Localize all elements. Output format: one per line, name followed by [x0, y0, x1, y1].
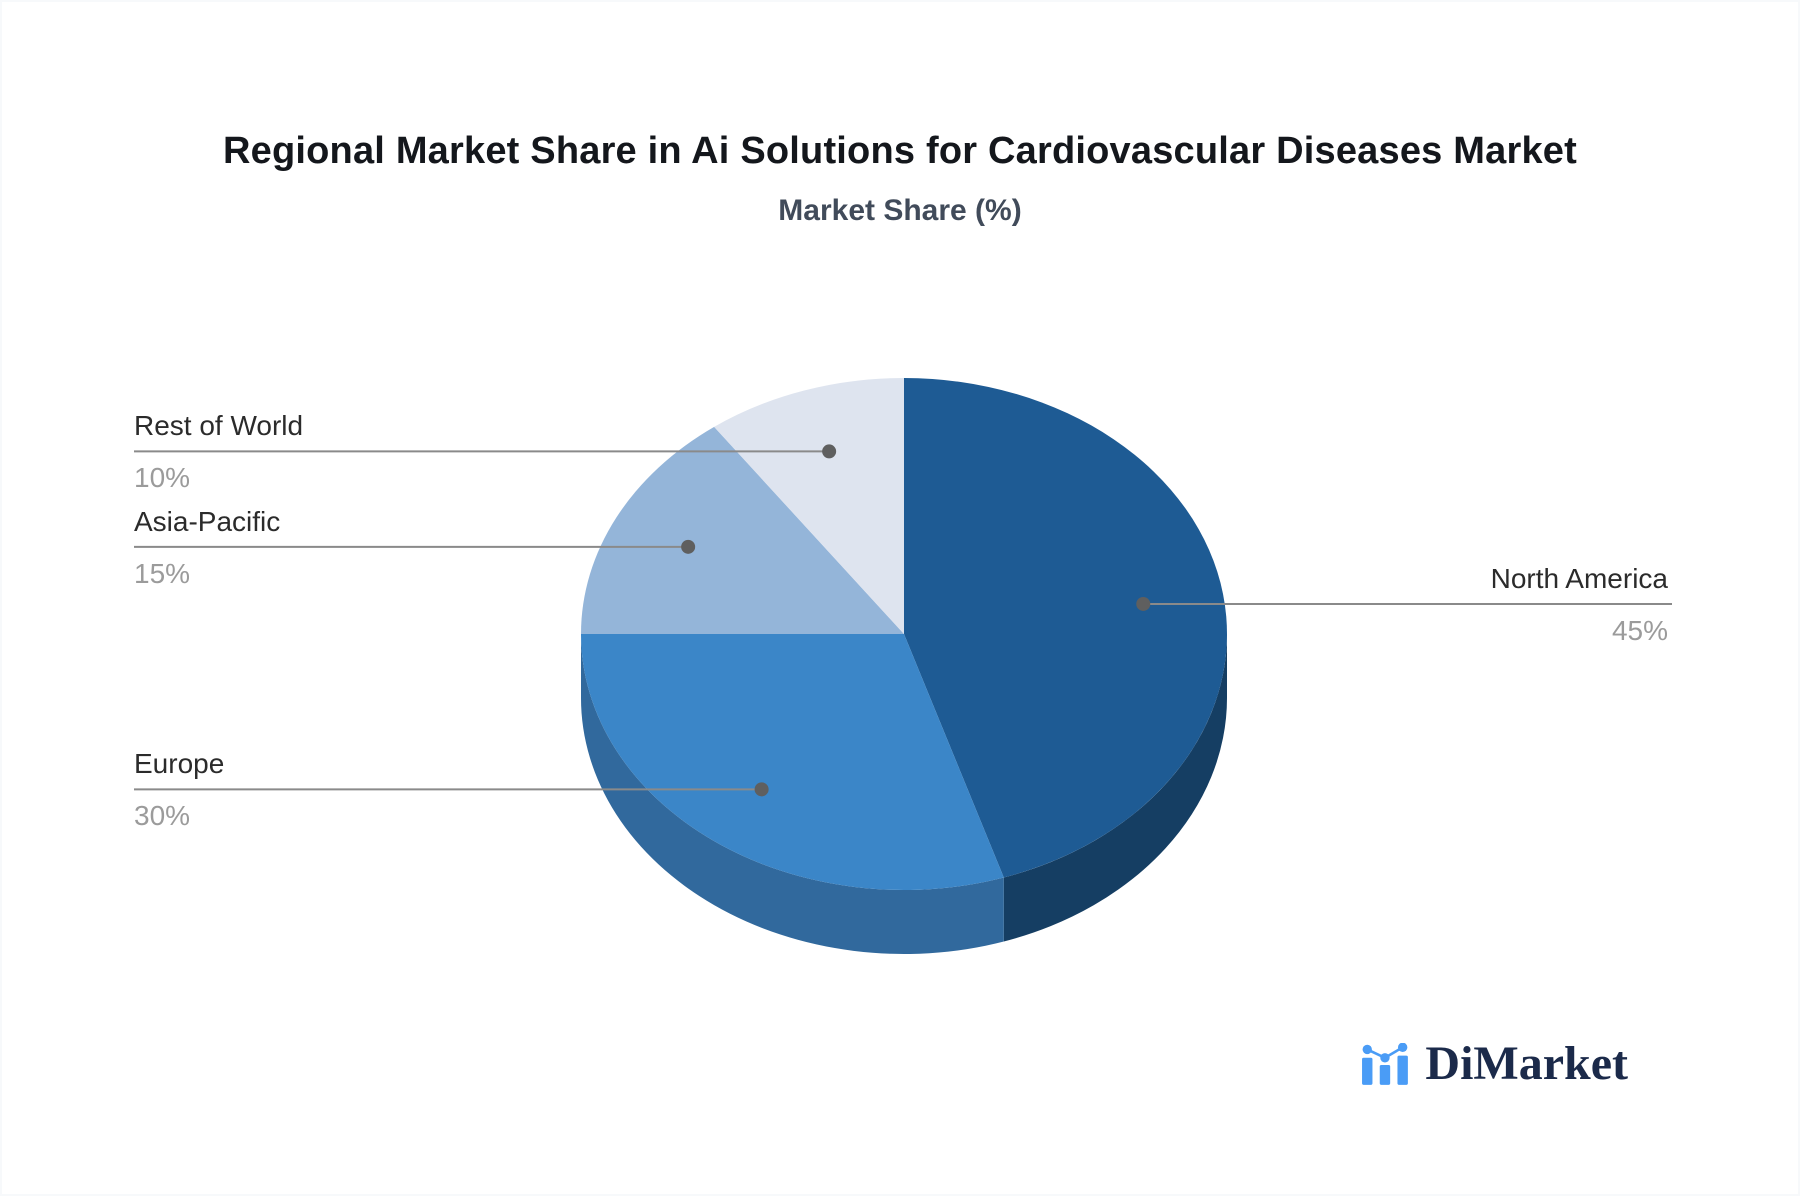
leader-dot [754, 782, 769, 797]
leader-dot [1136, 596, 1151, 611]
pie-slice-europe[interactable] [581, 634, 1004, 890]
slice-value: 30% [134, 800, 191, 832]
pie-slice-north-america[interactable] [904, 378, 1227, 878]
slice-value: 15% [134, 557, 191, 589]
slice-label: Europe [134, 748, 225, 780]
slice-label: Rest of World [134, 410, 304, 442]
slice-label: North America [1490, 562, 1668, 594]
leader-dot [681, 539, 696, 554]
pie-slice-side-europe [581, 634, 1004, 954]
pie-slice-rest-of-world[interactable] [714, 378, 904, 634]
pie-slice-side-north-america [1003, 634, 1227, 942]
slice-label: Asia-Pacific [134, 505, 281, 537]
slice-value: 10% [134, 462, 191, 494]
chart-subtitle: Market Share (%) [778, 194, 1022, 227]
dimarket-logo-icon [1362, 1043, 1409, 1085]
leader-dot [822, 444, 837, 459]
pie-slice-asia-pacific[interactable] [581, 426, 904, 634]
dimarket-logo-text: DiMarket [1425, 1037, 1628, 1090]
chart-title: Regional Market Share in Ai Solutions fo… [223, 130, 1577, 172]
slice-value: 45% [1611, 614, 1668, 646]
dimarket-logo: DiMarket [1361, 1040, 1628, 1088]
